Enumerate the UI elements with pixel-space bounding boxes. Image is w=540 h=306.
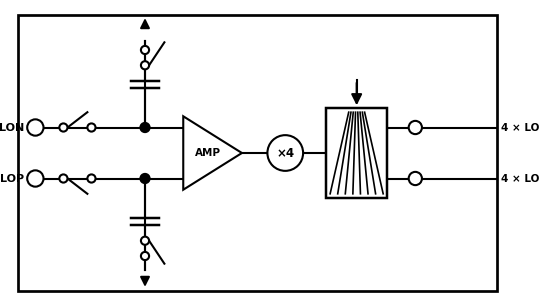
Text: LON: LON xyxy=(0,122,24,132)
Text: ×4: ×4 xyxy=(276,147,294,159)
Circle shape xyxy=(59,123,68,132)
Bar xyxy=(326,108,387,198)
Circle shape xyxy=(409,172,422,185)
Circle shape xyxy=(87,174,96,183)
Circle shape xyxy=(59,174,68,183)
Polygon shape xyxy=(183,116,242,190)
Circle shape xyxy=(140,174,150,183)
Text: 4 × LON: 4 × LON xyxy=(501,122,540,132)
Circle shape xyxy=(409,121,422,134)
Circle shape xyxy=(141,252,149,260)
Circle shape xyxy=(27,170,44,187)
Text: LOP: LOP xyxy=(0,174,24,184)
Circle shape xyxy=(141,61,149,69)
Circle shape xyxy=(141,46,149,54)
Circle shape xyxy=(140,123,150,132)
Circle shape xyxy=(27,119,44,136)
Text: 4 × LOP: 4 × LOP xyxy=(501,174,540,184)
Circle shape xyxy=(267,135,303,171)
Circle shape xyxy=(141,237,149,245)
Text: AMP: AMP xyxy=(194,148,220,158)
Circle shape xyxy=(87,123,96,132)
